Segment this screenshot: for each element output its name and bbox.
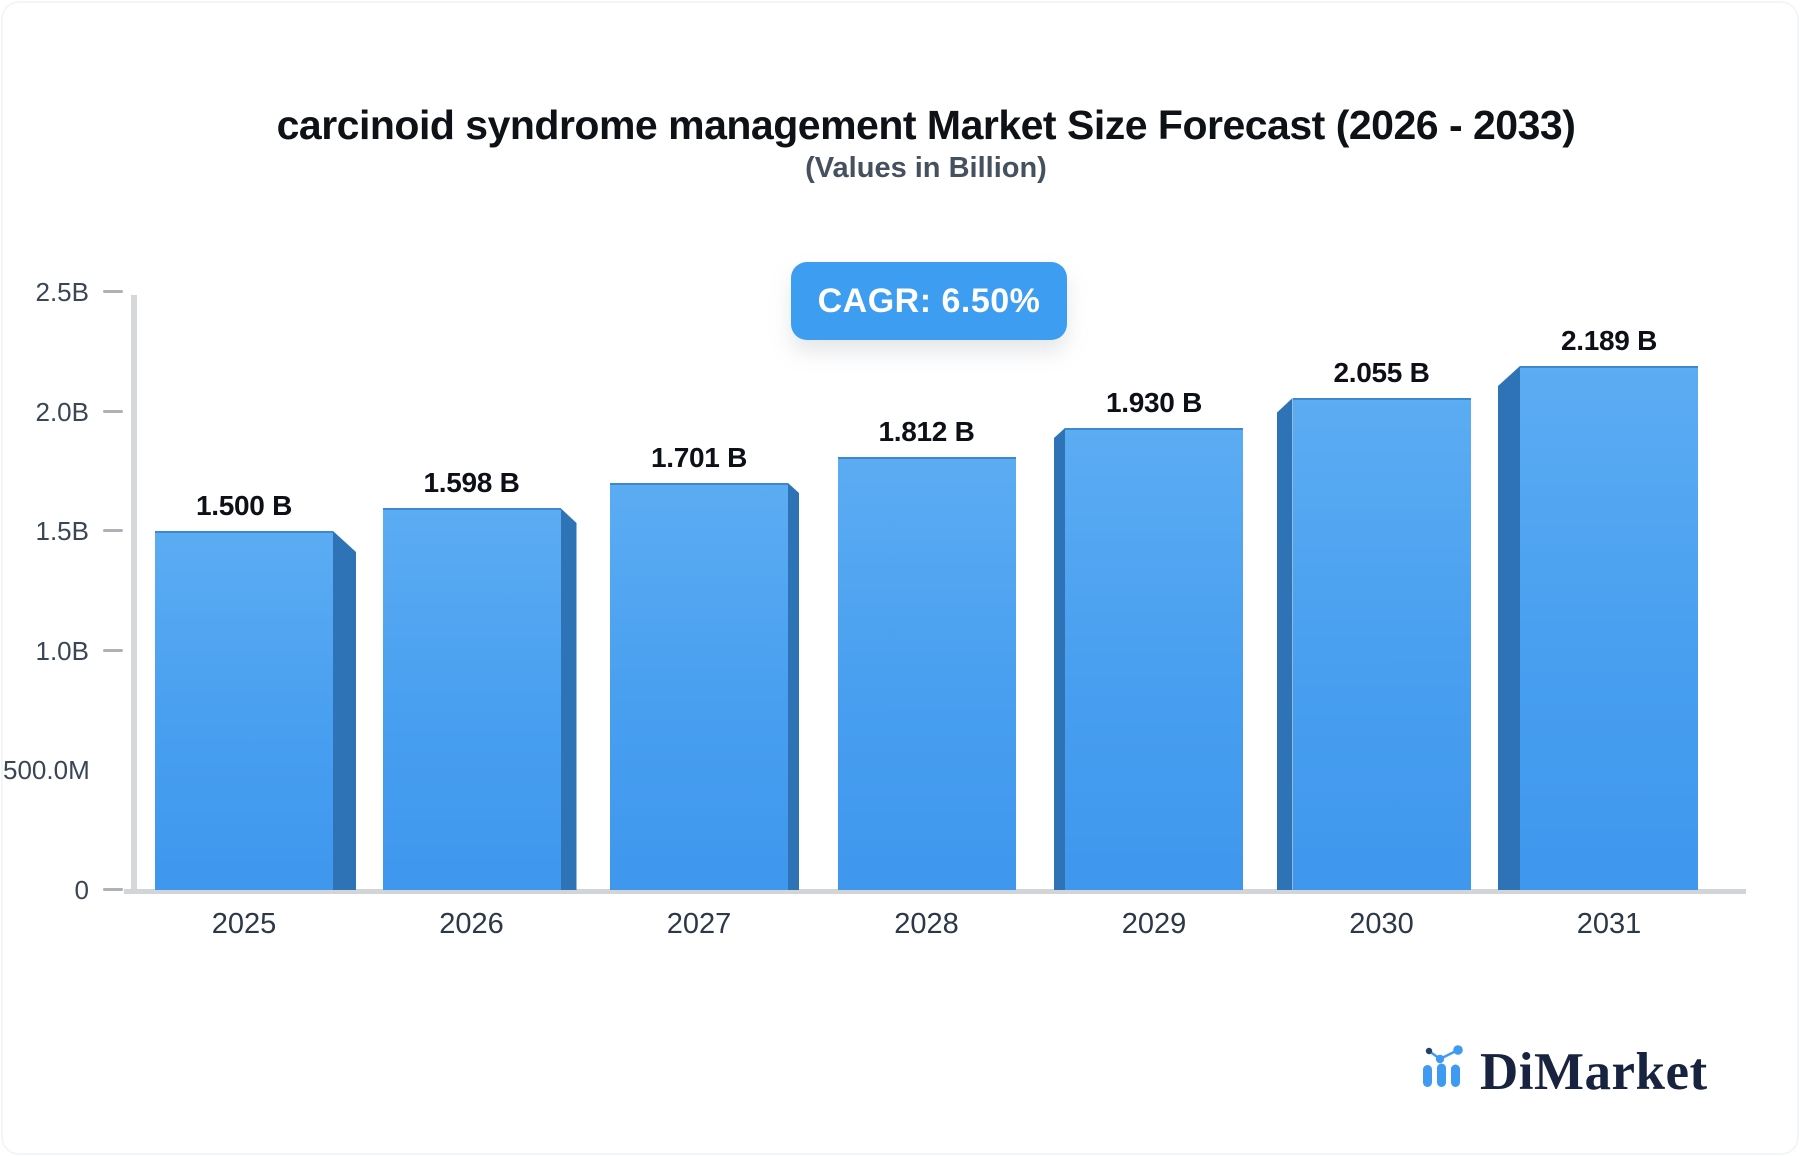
cagr-badge-label: CAGR: 6.50%: [817, 281, 1041, 320]
y-tick-dash: [103, 888, 123, 891]
y-tick-dash: [103, 649, 123, 652]
bar-side-panel: [560, 508, 577, 890]
cagr-badge: CAGR: 6.50%: [791, 262, 1067, 340]
y-tick-label: 500.0M: [3, 755, 90, 785]
x-tick-label: 2026: [439, 908, 504, 940]
bar-2029[interactable]: [1054, 428, 1243, 890]
bar-2027[interactable]: [610, 483, 799, 890]
bar-face: [155, 531, 333, 890]
y-tick-label: 2.0B: [35, 397, 90, 427]
bar-side-panel: [1054, 428, 1065, 890]
bar-face: [1065, 428, 1243, 890]
bar-face: [837, 457, 1016, 890]
bar-side-panel: [333, 531, 356, 890]
x-tick-label: 2028: [894, 908, 959, 940]
bar-2031[interactable]: [1498, 366, 1698, 890]
chart-subtitle: (Values in Billion): [805, 152, 1047, 184]
y-tick-dash: [103, 410, 123, 413]
x-axis-line: [124, 889, 1746, 894]
bar-face: [610, 483, 788, 890]
bar-value-label: 2.189 B: [1561, 325, 1657, 356]
bar-value-label: 1.930 B: [1106, 387, 1202, 418]
bar-value-label: 1.701 B: [651, 442, 747, 473]
bar-value-label: 1.500 B: [196, 490, 292, 521]
bar-side-panel: [1276, 398, 1293, 890]
bar-value-label: 1.598 B: [423, 467, 520, 498]
y-tick-label: 1.0B: [35, 636, 90, 666]
x-tick-label: 2025: [211, 908, 277, 940]
bar-face: [382, 508, 561, 890]
bar-2030[interactable]: [1276, 398, 1471, 890]
bar-line-chart-icon: [1423, 1045, 1463, 1087]
bar-side-panel: [788, 483, 799, 890]
y-tick-label: 2.5B: [35, 277, 90, 307]
y-tick-dash: [103, 529, 123, 532]
bar-2028[interactable]: [837, 457, 1016, 890]
bar-2025[interactable]: [155, 531, 356, 890]
y-tick-label: 1.5B: [35, 516, 90, 546]
bar-side-panel: [1498, 366, 1520, 890]
bar-value-label: 2.055 B: [1333, 357, 1430, 388]
y-tick-label: 0: [74, 875, 89, 905]
chart-title: carcinoid syndrome management Market Siz…: [276, 102, 1576, 148]
bar-face: [1292, 398, 1471, 890]
bar-value-label: 1.812 B: [878, 416, 975, 447]
bar-2026[interactable]: [382, 508, 577, 890]
y-tick-dash: [103, 290, 123, 293]
brand-logo: DiMarket: [1421, 1043, 1708, 1101]
x-tick-label: 2031: [1576, 908, 1642, 940]
y-axis-line: [131, 295, 137, 892]
x-tick-label: 2029: [1121, 908, 1187, 940]
brand-name: DiMarket: [1480, 1043, 1708, 1101]
x-tick-label: 2030: [1349, 908, 1414, 940]
bar-face: [1520, 366, 1698, 890]
x-tick-label: 2027: [666, 908, 732, 940]
